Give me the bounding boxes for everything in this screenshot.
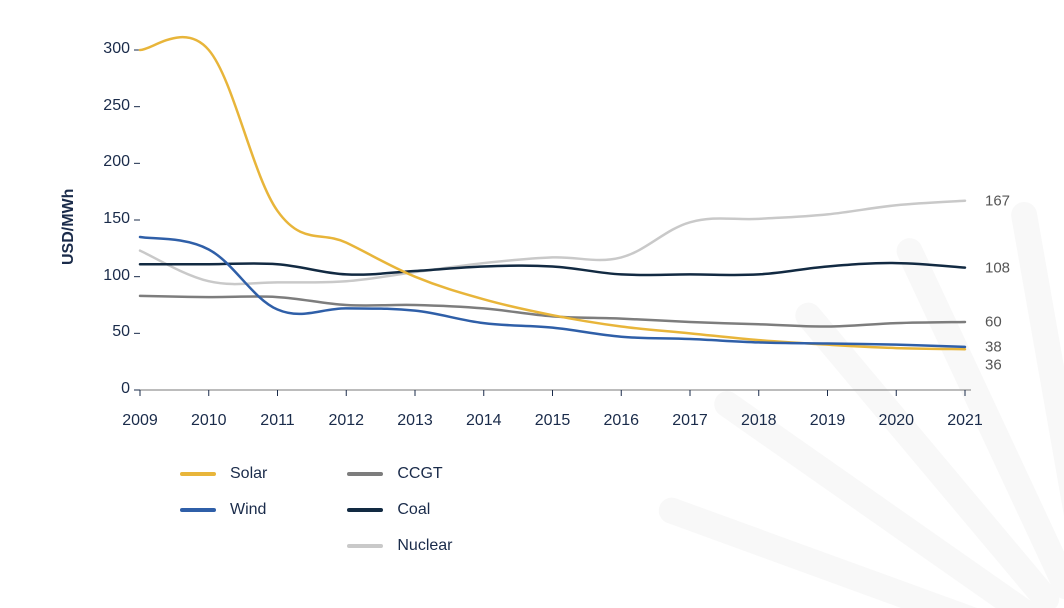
legend-item-coal: Coal xyxy=(347,501,452,519)
legend-label-wind: Wind xyxy=(230,501,266,519)
legend-swatch-wind xyxy=(180,508,216,512)
legend-item-ccgt: CCGT xyxy=(347,465,452,483)
legend-label-coal: Coal xyxy=(397,501,430,519)
legend-label-nuclear: Nuclear xyxy=(397,537,452,555)
series-end-label-ccgt: 60 xyxy=(985,314,1002,331)
legend-item-wind: Wind xyxy=(180,501,267,519)
legend-item-solar: Solar xyxy=(180,465,267,483)
legend-swatch-nuclear xyxy=(347,544,383,548)
legend-label-ccgt: CCGT xyxy=(397,465,442,483)
legend-swatch-solar xyxy=(180,472,216,476)
legend-item-nuclear: Nuclear xyxy=(347,537,452,555)
series-end-label-wind: 38 xyxy=(985,338,1002,355)
legend: Solar Wind CCGT Coal Nuclear xyxy=(180,465,453,555)
energy-cost-line-chart: USD/MWh 050100150200250300 2009201020112… xyxy=(0,0,1064,608)
series-end-label-nuclear: 167 xyxy=(985,192,1010,209)
legend-column-2: CCGT Coal Nuclear xyxy=(347,465,452,555)
legend-swatch-ccgt xyxy=(347,472,383,476)
series-end-label-coal: 108 xyxy=(985,259,1010,276)
series-end-label-solar: 36 xyxy=(985,356,1002,373)
series-line-nuclear xyxy=(140,201,965,284)
legend-label-solar: Solar xyxy=(230,465,267,483)
legend-column-1: Solar Wind xyxy=(180,465,267,555)
series-line-coal xyxy=(140,263,965,275)
series-line-wind xyxy=(140,237,965,347)
plot-area xyxy=(0,0,1064,608)
legend-swatch-coal xyxy=(347,508,383,512)
